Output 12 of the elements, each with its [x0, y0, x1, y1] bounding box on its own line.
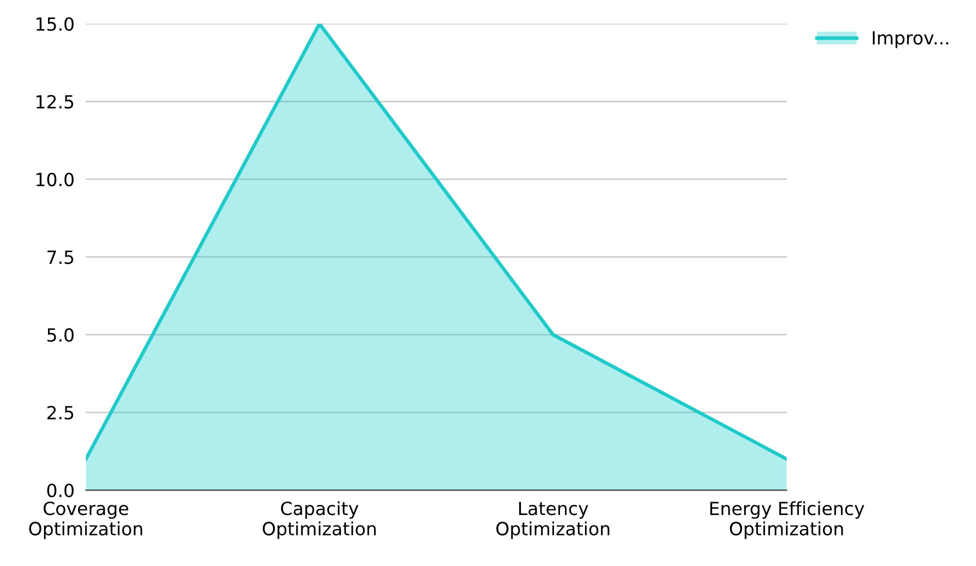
y-tick-label: 2.5	[47, 406, 74, 420]
y-tick-label: 10.0	[36, 172, 74, 186]
x-tick-label: Latency Optimization	[496, 502, 610, 539]
y-tick-label: 0.0	[47, 484, 74, 498]
y-tick-label: 15.0	[36, 17, 74, 31]
y-tick-label: 5.0	[47, 328, 74, 342]
x-tick-label: Coverage Optimization	[29, 502, 142, 539]
x-tick-label: Capacity Optimization	[262, 501, 376, 539]
legend-label: Improv...	[872, 31, 948, 48]
x-tick-label: Energy Efficiency Optimization	[710, 501, 864, 539]
y-tick-label: 12.5	[36, 94, 74, 109]
y-tick-label: 7.5	[48, 250, 74, 264]
